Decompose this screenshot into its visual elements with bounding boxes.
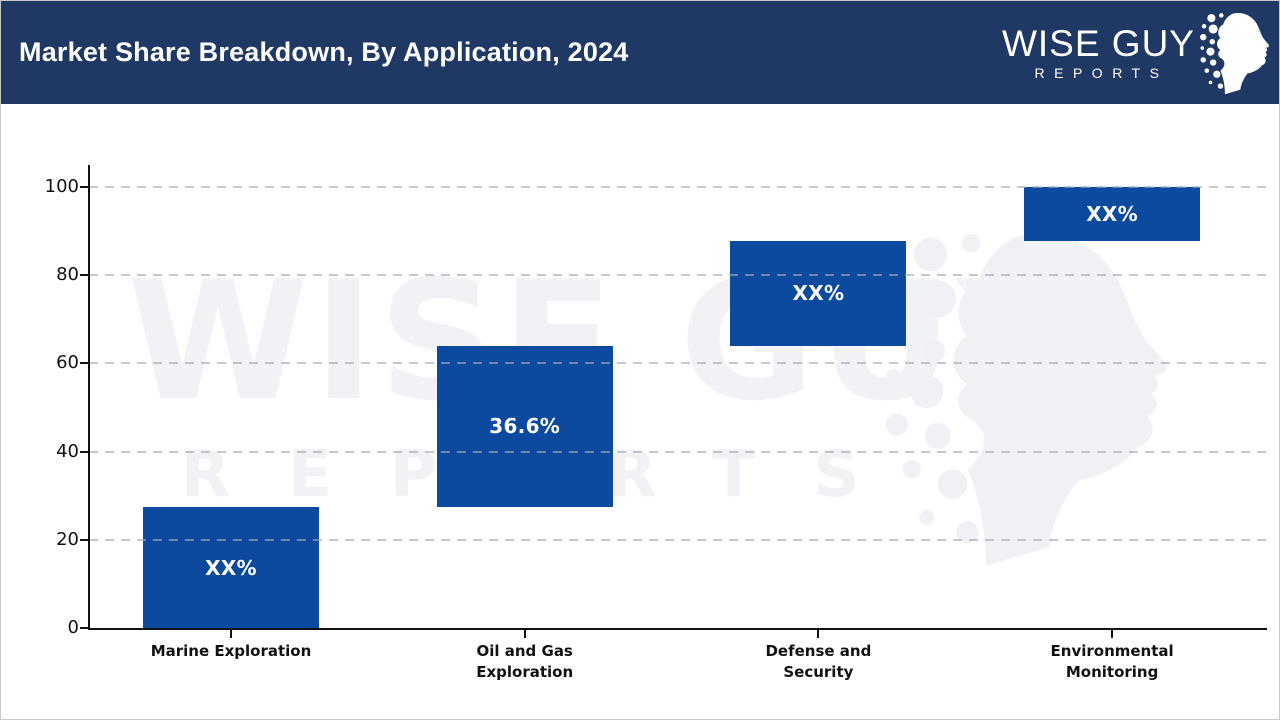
y-tick-label: 60 [56, 352, 79, 374]
bar-segment: XX% [143, 507, 319, 628]
y-tick [80, 274, 88, 277]
page-title: Market Share Breakdown, By Application, … [19, 37, 629, 67]
x-category-label: Marine Exploration [150, 642, 312, 660]
y-gridline [89, 538, 1267, 541]
y-tick [80, 538, 88, 541]
y-tick [80, 362, 88, 365]
y-gridline [89, 362, 1267, 365]
y-tick-label: 100 [44, 176, 79, 197]
x-tick [817, 630, 820, 638]
bar-value-label: XX% [205, 555, 257, 580]
header: Market Share Breakdown, By Application, … [1, 1, 1279, 104]
x-axis-line [88, 628, 1267, 630]
y-axis-line [88, 165, 90, 629]
brand-name: WISE GUY [1001, 23, 1195, 64]
bar-segment: XX% [1024, 187, 1201, 242]
x-tick [523, 630, 526, 638]
x-category-label: Oil and Gas Exploration [476, 642, 574, 681]
x-category-label: Environmental Monitoring [1050, 642, 1174, 681]
y-tick [80, 627, 88, 629]
x-tick [230, 630, 232, 638]
x-category-label: Defense and Security [765, 642, 872, 681]
bar-value-label: XX% [792, 281, 845, 306]
y-tick-label: 40 [56, 440, 79, 462]
bar-value-label: XX% [1086, 202, 1138, 227]
brand-logo: WISE GUY REPORTS [1002, 10, 1271, 96]
y-tick [80, 450, 88, 453]
y-gridline [89, 450, 1267, 453]
y-tick-label: 0 [67, 617, 79, 638]
bar-segment: 36.6% [436, 345, 613, 508]
bar-segment: XX% [730, 241, 907, 346]
bar-value-label: 36.6% [489, 414, 561, 439]
y-tick-label: 80 [56, 264, 79, 286]
y-tick [80, 186, 88, 188]
y-gridline [89, 186, 1267, 188]
x-tick [1111, 630, 1114, 638]
y-gridline [89, 274, 1267, 277]
brand-subtitle: REPORTS [1034, 65, 1169, 81]
brand-wordmark: WISE GUY REPORTS [1002, 25, 1195, 80]
y-tick-label: 20 [56, 528, 79, 550]
